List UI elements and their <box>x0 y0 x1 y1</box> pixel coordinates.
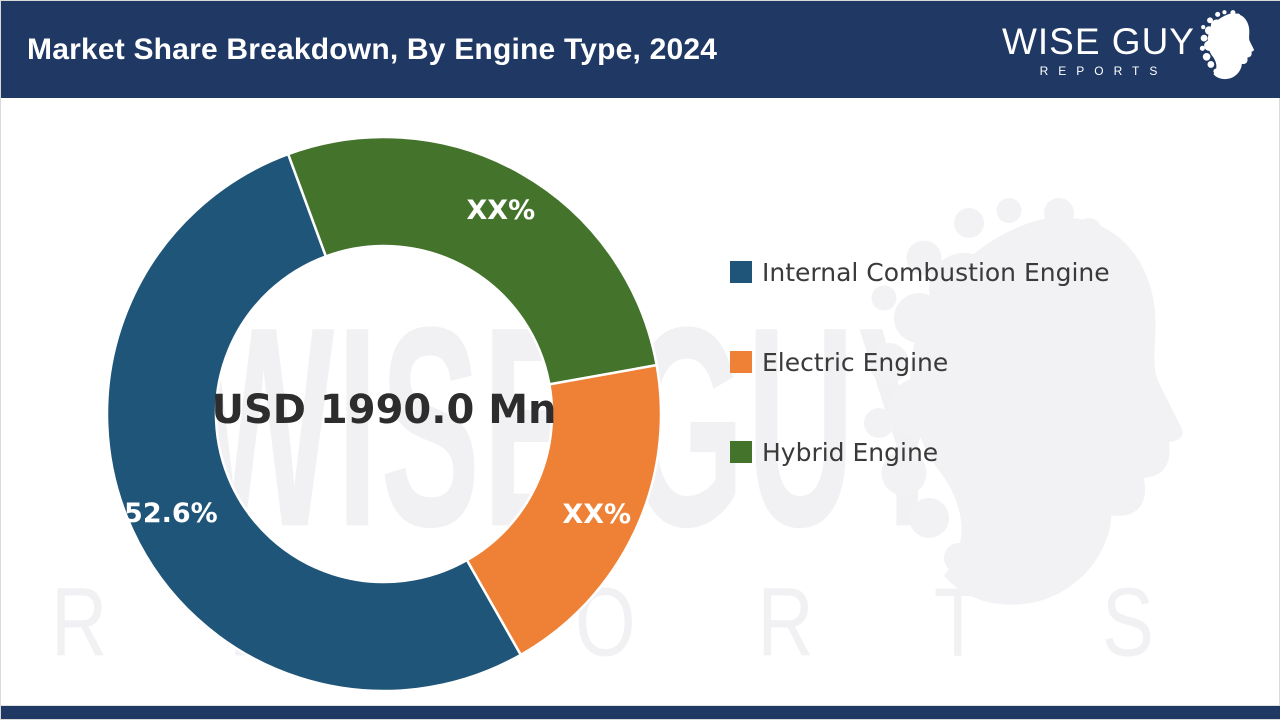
legend-swatch-icon <box>730 261 752 283</box>
logo-subtext: REPORTS <box>1039 63 1168 78</box>
legend-item-electric-engine: Electric Engine <box>730 347 1110 377</box>
legend-item-hybrid-engine: Hybrid Engine <box>730 437 1110 467</box>
page-title: Market Share Breakdown, By Engine Type, … <box>27 32 718 66</box>
chart-legend: Internal Combustion Engine Electric Engin… <box>730 257 1110 467</box>
legend-label: Electric Engine <box>762 347 949 377</box>
slice-label-hybrid-engine: XX% <box>466 195 535 226</box>
donut-slice-internal-combustion-engine <box>105 152 523 693</box>
donut-slice-hybrid-engine <box>286 135 658 386</box>
header-bar: Market Share Breakdown, By Engine Type, … <box>1 1 1280 98</box>
logo-text: WISE GUY REPORTS <box>1002 23 1195 77</box>
legend-item-internal-combustion-engine: Internal Combustion Engine <box>730 257 1110 287</box>
legend-swatch-icon <box>730 351 752 373</box>
legend-label: Hybrid Engine <box>762 437 939 467</box>
slice-label-electric-engine: XX% <box>562 499 631 530</box>
logo-wordmark: WISE GUY <box>1001 20 1195 62</box>
legend-label: Internal Combustion Engine <box>762 257 1110 287</box>
logo-face-icon <box>1199 9 1254 79</box>
footer-bar <box>1 705 1280 719</box>
slice-label-internal-combustion-engine: 52.6% <box>124 498 218 529</box>
legend-swatch-icon <box>730 441 752 463</box>
donut-chart: 52.6% XX% XX% USD 1990.0 Mn <box>105 135 663 693</box>
wiseguy-logo: WISE GUY REPORTS <box>1002 9 1255 91</box>
donut-slice-electric-engine <box>465 363 663 657</box>
donut-center-label: USD 1990.0 Mn <box>212 387 557 433</box>
